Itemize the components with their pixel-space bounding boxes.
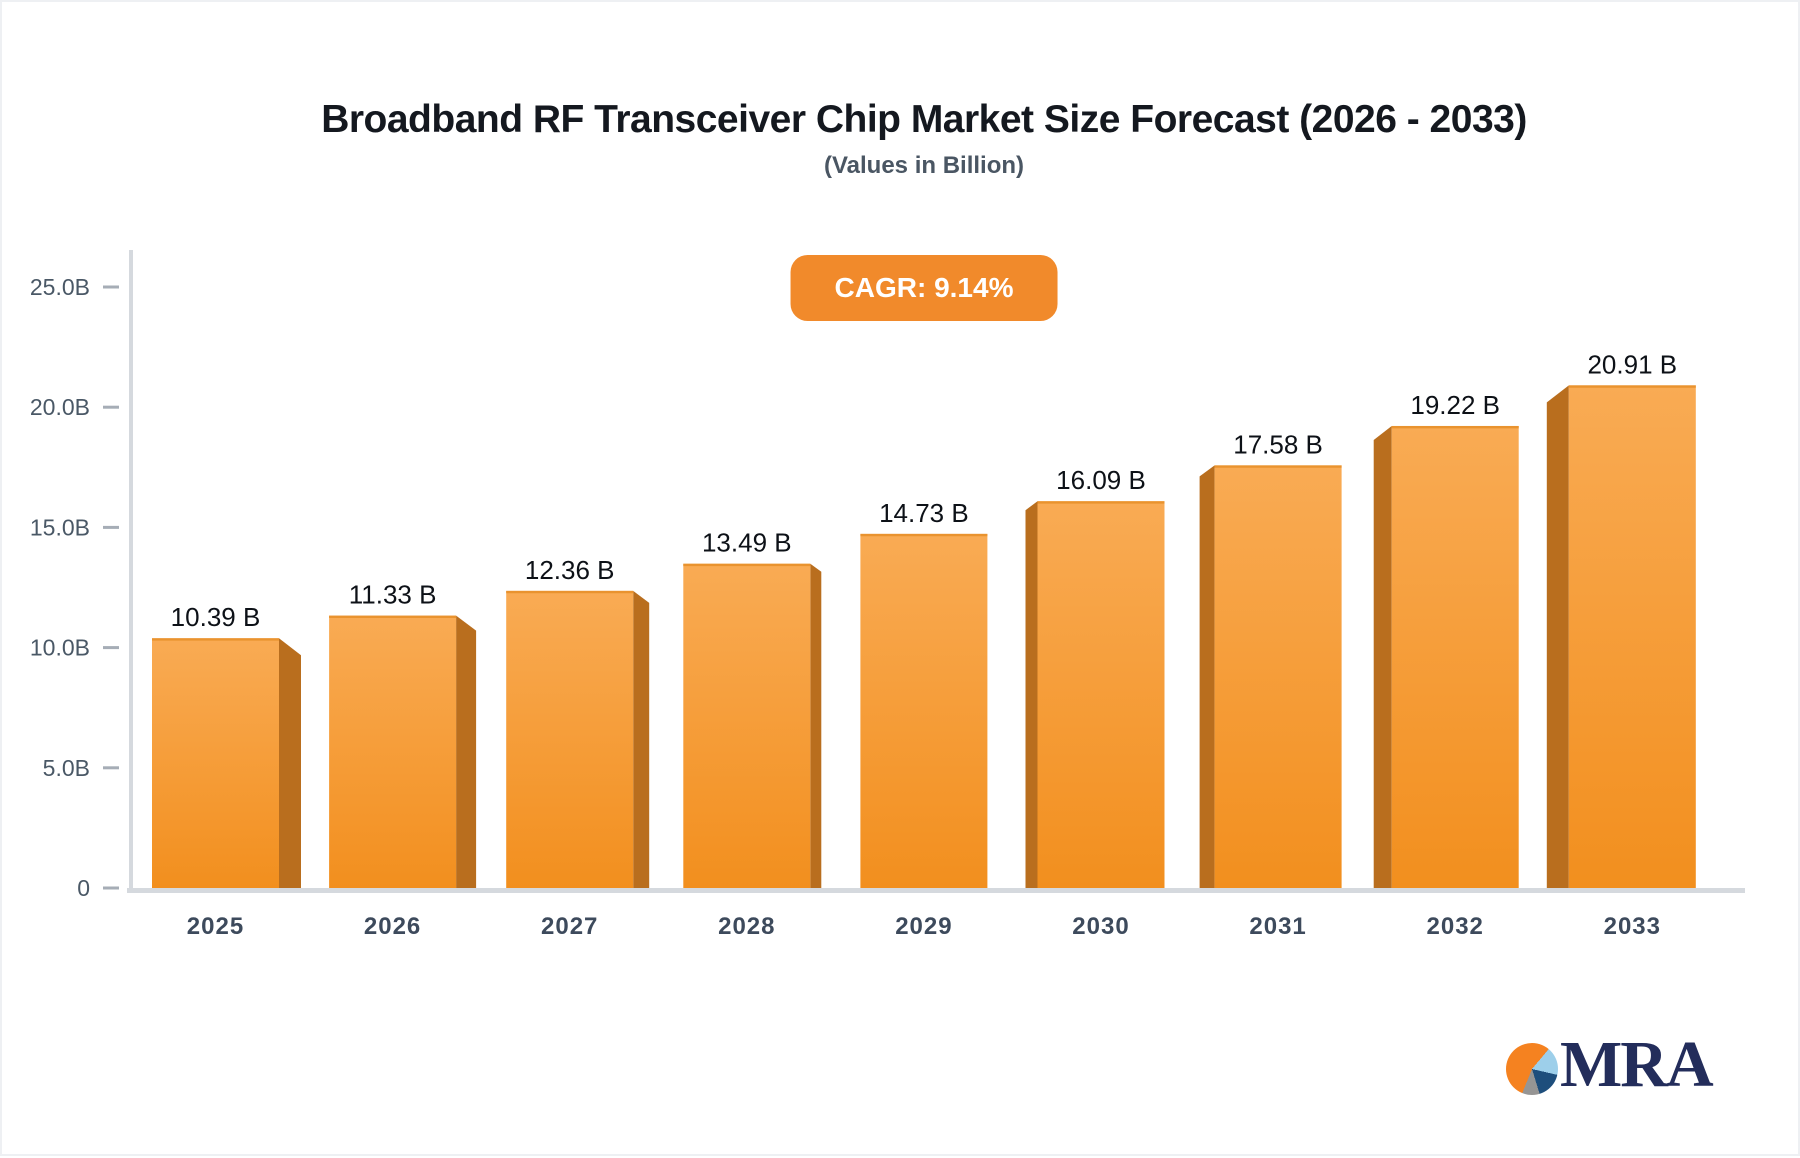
x-tick-label-2031: 2031	[1249, 913, 1306, 940]
y-tick-label: 5.0B	[43, 755, 90, 781]
x-tick-label-2025: 2025	[187, 913, 244, 940]
y-tick	[103, 405, 119, 409]
y-axis-line	[129, 250, 133, 890]
y-tick	[103, 525, 119, 529]
bar-2032	[1391, 425, 1519, 888]
y-tick	[103, 766, 119, 770]
bar-side-2025	[279, 638, 301, 888]
bar-side-2032	[1373, 425, 1392, 888]
x-tick-label-2027: 2027	[541, 913, 598, 940]
x-tick-label-2029: 2029	[895, 913, 952, 940]
bar-side-2030	[1025, 501, 1038, 888]
value-label-2025: 10.39 B	[171, 602, 261, 632]
y-tick-label: 0	[77, 875, 90, 901]
bar-2029	[860, 533, 988, 888]
bar-side-2028	[810, 563, 822, 888]
x-tick-label-2026: 2026	[364, 913, 421, 940]
x-axis-line	[127, 888, 1745, 893]
bar-side-2027	[633, 590, 650, 888]
y-tick	[103, 646, 119, 650]
bar-side-2033	[1546, 385, 1569, 888]
y-tick	[103, 285, 119, 289]
bar-2027	[506, 590, 634, 888]
bar-side-2031	[1199, 465, 1215, 888]
value-label-2032: 19.22 B	[1410, 390, 1500, 420]
bar-2026	[329, 615, 457, 888]
value-label-2029: 14.73 B	[879, 498, 969, 528]
cagr-badge: CAGR: 9.14%	[790, 255, 1058, 321]
y-tick	[103, 886, 119, 890]
value-label-2027: 12.36 B	[525, 555, 615, 585]
value-label-2033: 20.91 B	[1587, 349, 1677, 379]
bar-2030	[1037, 501, 1165, 888]
y-tick-label: 20.0B	[30, 394, 90, 420]
y-tick-label: 15.0B	[30, 514, 90, 540]
brand-logo: MRA	[1506, 1032, 1714, 1098]
bar-2033	[1568, 385, 1696, 888]
bar-2028	[683, 563, 811, 888]
bar-side-2026	[456, 615, 477, 888]
y-tick-label: 10.0B	[30, 635, 90, 661]
value-label-2028: 13.49 B	[702, 528, 792, 558]
value-label-2030: 16.09 B	[1056, 465, 1146, 495]
x-tick-label-2028: 2028	[718, 913, 775, 940]
x-tick-label-2032: 2032	[1427, 913, 1484, 940]
bar-2031	[1214, 465, 1342, 888]
value-label-2026: 11.33 B	[349, 580, 437, 610]
brand-name: MRA	[1560, 1028, 1714, 1101]
y-tick-label: 25.0B	[30, 274, 90, 300]
chart-subtitle: (Values in Billion)	[823, 152, 1025, 179]
pie-chart-icon	[1506, 1043, 1558, 1095]
bar-2025	[152, 638, 279, 888]
chart-title: Broadband RF Transceiver Chip Market Siz…	[321, 98, 1527, 141]
x-tick-label-2033: 2033	[1604, 913, 1661, 940]
value-label-2031: 17.58 B	[1233, 429, 1323, 459]
x-tick-label-2030: 2030	[1072, 913, 1129, 940]
